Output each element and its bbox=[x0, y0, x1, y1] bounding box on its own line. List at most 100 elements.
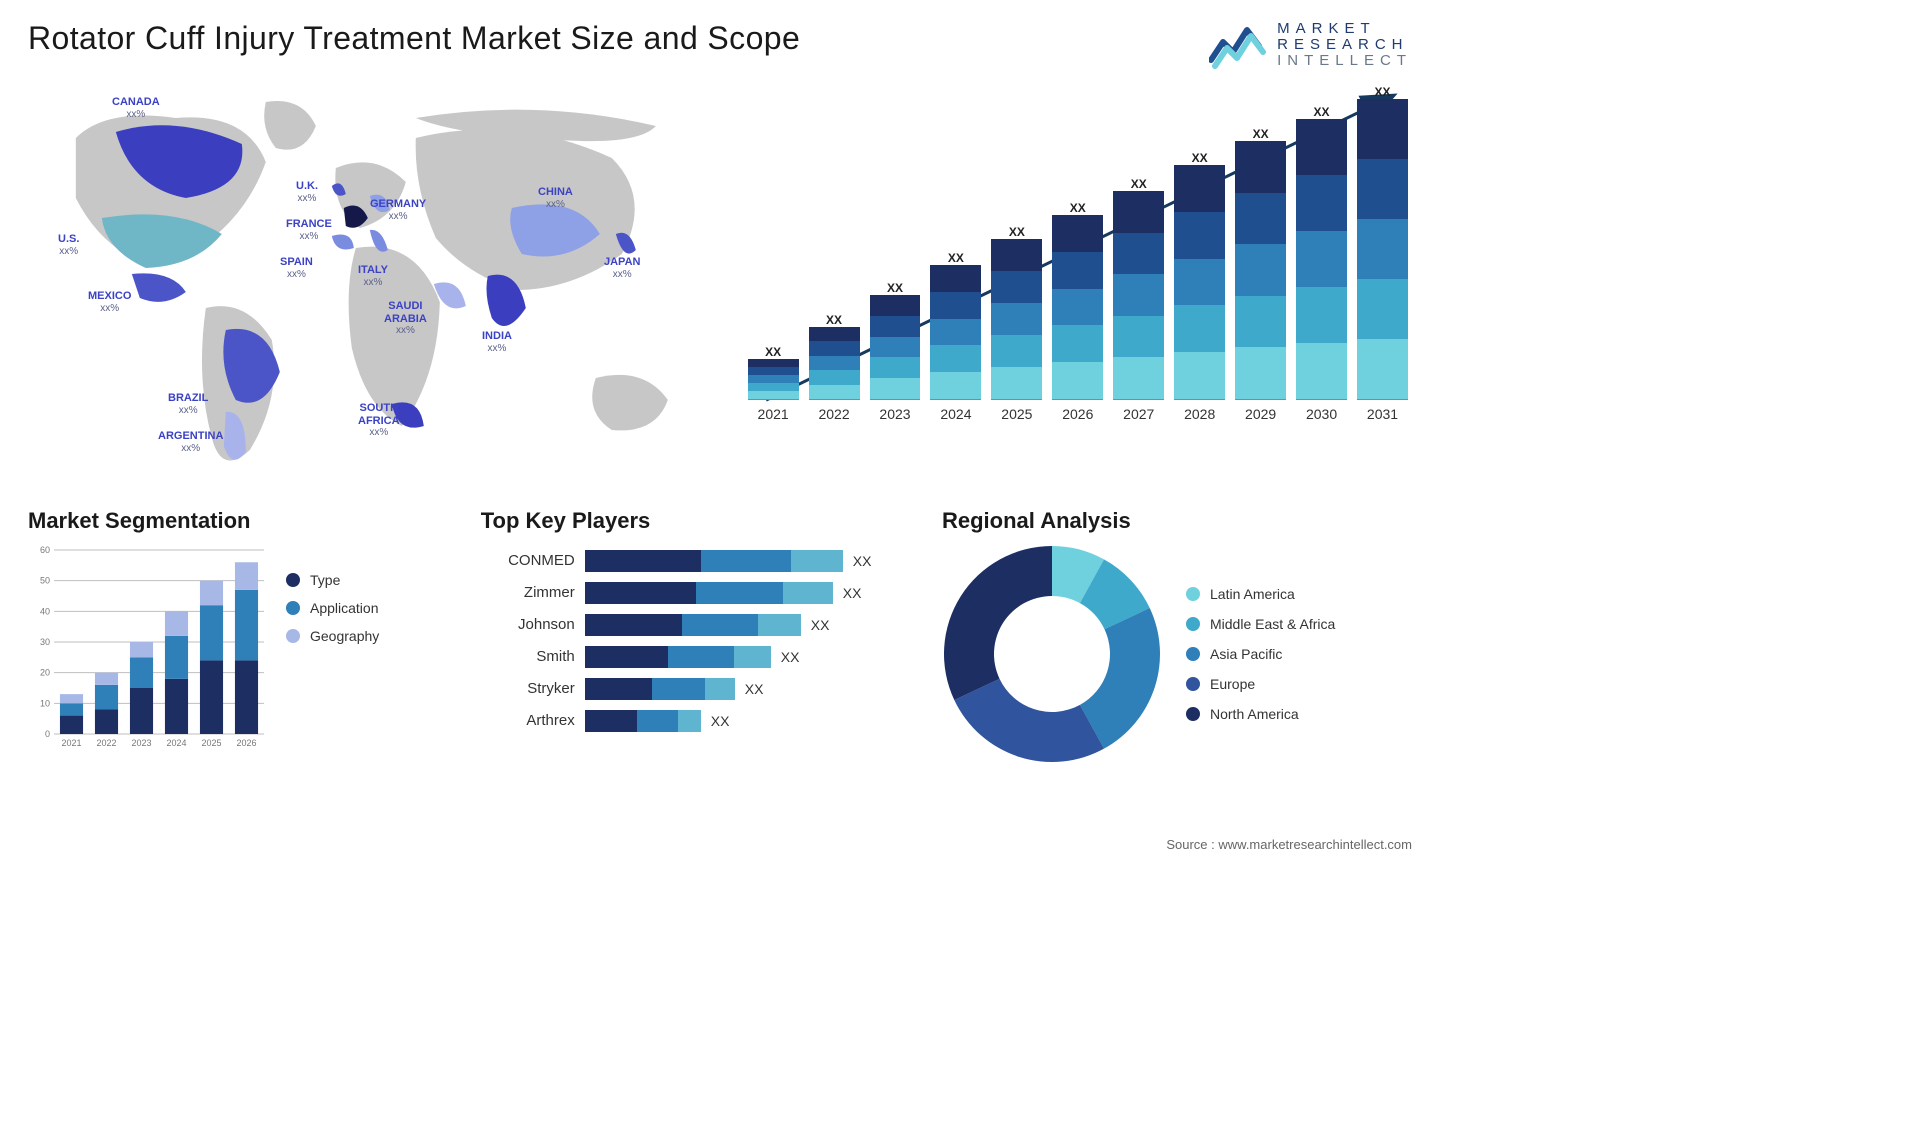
map-country-label: CANADAxx% bbox=[112, 96, 160, 120]
segmentation-legend-item: Geography bbox=[286, 628, 379, 644]
forecast-bar-label: XX bbox=[826, 313, 842, 327]
player-value: XX bbox=[781, 649, 800, 665]
player-label: CONMED bbox=[508, 550, 575, 572]
forecast-year-label: 2027 bbox=[1123, 406, 1154, 422]
segmentation-panel: Market Segmentation 0 10 20 30 40 50 60 2021 202… bbox=[28, 508, 447, 764]
player-bar: XX bbox=[585, 550, 908, 572]
brand-logo: MARKET RESEARCH INTELLECT bbox=[1209, 20, 1412, 70]
logo-market: MARKET bbox=[1277, 21, 1412, 37]
forecast-bar: XX 2028 bbox=[1174, 145, 1225, 422]
source-label: Source : www.marketresearchintellect.com bbox=[1166, 837, 1412, 852]
svg-text:20: 20 bbox=[40, 668, 50, 678]
forecast-bar: XX2021 bbox=[748, 339, 799, 422]
key-players-chart: XX XX XX XX XX XX bbox=[585, 544, 908, 732]
forecast-year-label: 2029 bbox=[1245, 406, 1276, 422]
forecast-bar-label: XX bbox=[1070, 201, 1086, 215]
forecast-bar-label: XX bbox=[948, 251, 964, 265]
forecast-bar-label: XX bbox=[1374, 85, 1390, 99]
map-country-label: U.K.xx% bbox=[296, 180, 318, 204]
regional-donut bbox=[942, 544, 1162, 764]
key-players-title: Top Key Players bbox=[481, 508, 908, 534]
forecast-year-label: 2025 bbox=[1001, 406, 1032, 422]
forecast-year-label: 2026 bbox=[1062, 406, 1093, 422]
svg-text:50: 50 bbox=[40, 576, 50, 586]
segmentation-chart: 0 10 20 30 40 50 60 2021 2022 2023 2024 2025 2026 bbox=[28, 544, 268, 754]
player-label: Stryker bbox=[527, 678, 575, 700]
donut-slice bbox=[954, 679, 1104, 762]
regional-panel: Regional Analysis Latin America Middle Ea… bbox=[942, 508, 1412, 764]
player-value: XX bbox=[853, 553, 872, 569]
donut-slice bbox=[944, 546, 1052, 700]
forecast-year-label: 2028 bbox=[1184, 406, 1215, 422]
segmentation-title: Market Segmentation bbox=[28, 508, 447, 534]
player-value: XX bbox=[843, 585, 862, 601]
map-country-label: ARGENTINAxx% bbox=[158, 430, 223, 454]
forecast-bar: XX 2026 bbox=[1052, 195, 1103, 422]
forecast-bar-label: XX bbox=[887, 281, 903, 295]
forecast-year-label: 2023 bbox=[879, 406, 910, 422]
segmentation-legend-item: Type bbox=[286, 572, 379, 588]
region-legend-item: North America bbox=[1186, 706, 1335, 722]
svg-text:2021: 2021 bbox=[61, 738, 81, 748]
forecast-bar: XX 2027 bbox=[1113, 171, 1164, 422]
player-bar: XX bbox=[585, 710, 908, 732]
player-bar: XX bbox=[585, 614, 908, 636]
forecast-bar: XX 2031 bbox=[1357, 79, 1408, 422]
logo-intellect: INTELLECT bbox=[1277, 53, 1412, 69]
segmentation-legend: Type Application Geography bbox=[286, 572, 379, 644]
svg-text:30: 30 bbox=[40, 637, 50, 647]
player-value: XX bbox=[745, 681, 764, 697]
map-country-label: GERMANYxx% bbox=[370, 198, 426, 222]
forecast-bar: XX 2022 bbox=[809, 307, 860, 422]
map-country-label: FRANCExx% bbox=[286, 218, 332, 242]
regional-title: Regional Analysis bbox=[942, 508, 1412, 534]
player-label: Arthrex bbox=[526, 710, 574, 732]
forecast-bar-label: XX bbox=[1009, 225, 1025, 239]
forecast-bar-label: XX bbox=[1192, 151, 1208, 165]
forecast-year-label: 2031 bbox=[1367, 406, 1398, 422]
svg-text:10: 10 bbox=[40, 698, 50, 708]
region-legend-item: Latin America bbox=[1186, 586, 1335, 602]
segmentation-legend-item: Application bbox=[286, 600, 379, 616]
map-country-label: MEXICOxx% bbox=[88, 290, 131, 314]
player-label: Johnson bbox=[518, 614, 575, 636]
map-country-label: INDIAxx% bbox=[482, 330, 512, 354]
svg-text:40: 40 bbox=[40, 606, 50, 616]
svg-text:60: 60 bbox=[40, 545, 50, 555]
forecast-year-label: 2024 bbox=[940, 406, 971, 422]
forecast-bar: XX 2023 bbox=[870, 275, 921, 422]
forecast-bar: XX 2025 bbox=[991, 219, 1042, 422]
svg-text:0: 0 bbox=[45, 729, 50, 739]
forecast-chart: XX2021XX2022XX2023XX2024XX2025XX2026XX20… bbox=[744, 78, 1412, 486]
region-legend-item: Middle East & Africa bbox=[1186, 616, 1335, 632]
player-bar: XX bbox=[585, 582, 908, 604]
region-legend-item: Europe bbox=[1186, 676, 1335, 692]
map-country-label: SPAINxx% bbox=[280, 256, 313, 280]
svg-text:2026: 2026 bbox=[236, 738, 256, 748]
svg-text:2025: 2025 bbox=[201, 738, 221, 748]
svg-text:2023: 2023 bbox=[131, 738, 151, 748]
map-country-label: U.S.xx% bbox=[58, 233, 79, 257]
forecast-bar: XX2029 bbox=[1235, 121, 1286, 422]
svg-text:2024: 2024 bbox=[166, 738, 186, 748]
forecast-year-label: 2022 bbox=[818, 406, 849, 422]
forecast-bar: XX 2030 bbox=[1296, 99, 1347, 422]
svg-text:2022: 2022 bbox=[96, 738, 116, 748]
forecast-bar: XX 2024 bbox=[930, 245, 981, 422]
player-label: Zimmer bbox=[524, 582, 575, 604]
forecast-bar-label: XX bbox=[1314, 105, 1330, 119]
player-bar: XX bbox=[585, 678, 908, 700]
map-country-label: SAUDI ARABIAxx% bbox=[384, 300, 427, 337]
key-players-panel: Top Key Players CONMEDZimmerJohnsonSmith… bbox=[481, 508, 908, 764]
page-title: Rotator Cuff Injury Treatment Market Siz… bbox=[28, 20, 800, 57]
player-value: XX bbox=[711, 713, 730, 729]
forecast-year-label: 2021 bbox=[758, 406, 789, 422]
forecast-year-label: 2030 bbox=[1306, 406, 1337, 422]
map-country-label: SOUTH AFRICAxx% bbox=[358, 402, 400, 439]
player-bar: XX bbox=[585, 646, 908, 668]
logo-research: RESEARCH bbox=[1277, 37, 1412, 53]
map-country-label: BRAZILxx% bbox=[168, 392, 208, 416]
forecast-bar-label: XX bbox=[1131, 177, 1147, 191]
world-map: CANADAxx% U.S.xx% MEXICOxx% BRAZILxx% ARGENT… bbox=[28, 78, 724, 486]
regional-legend: Latin AmericaMiddle East & AfricaAsia Pa… bbox=[1186, 586, 1335, 722]
